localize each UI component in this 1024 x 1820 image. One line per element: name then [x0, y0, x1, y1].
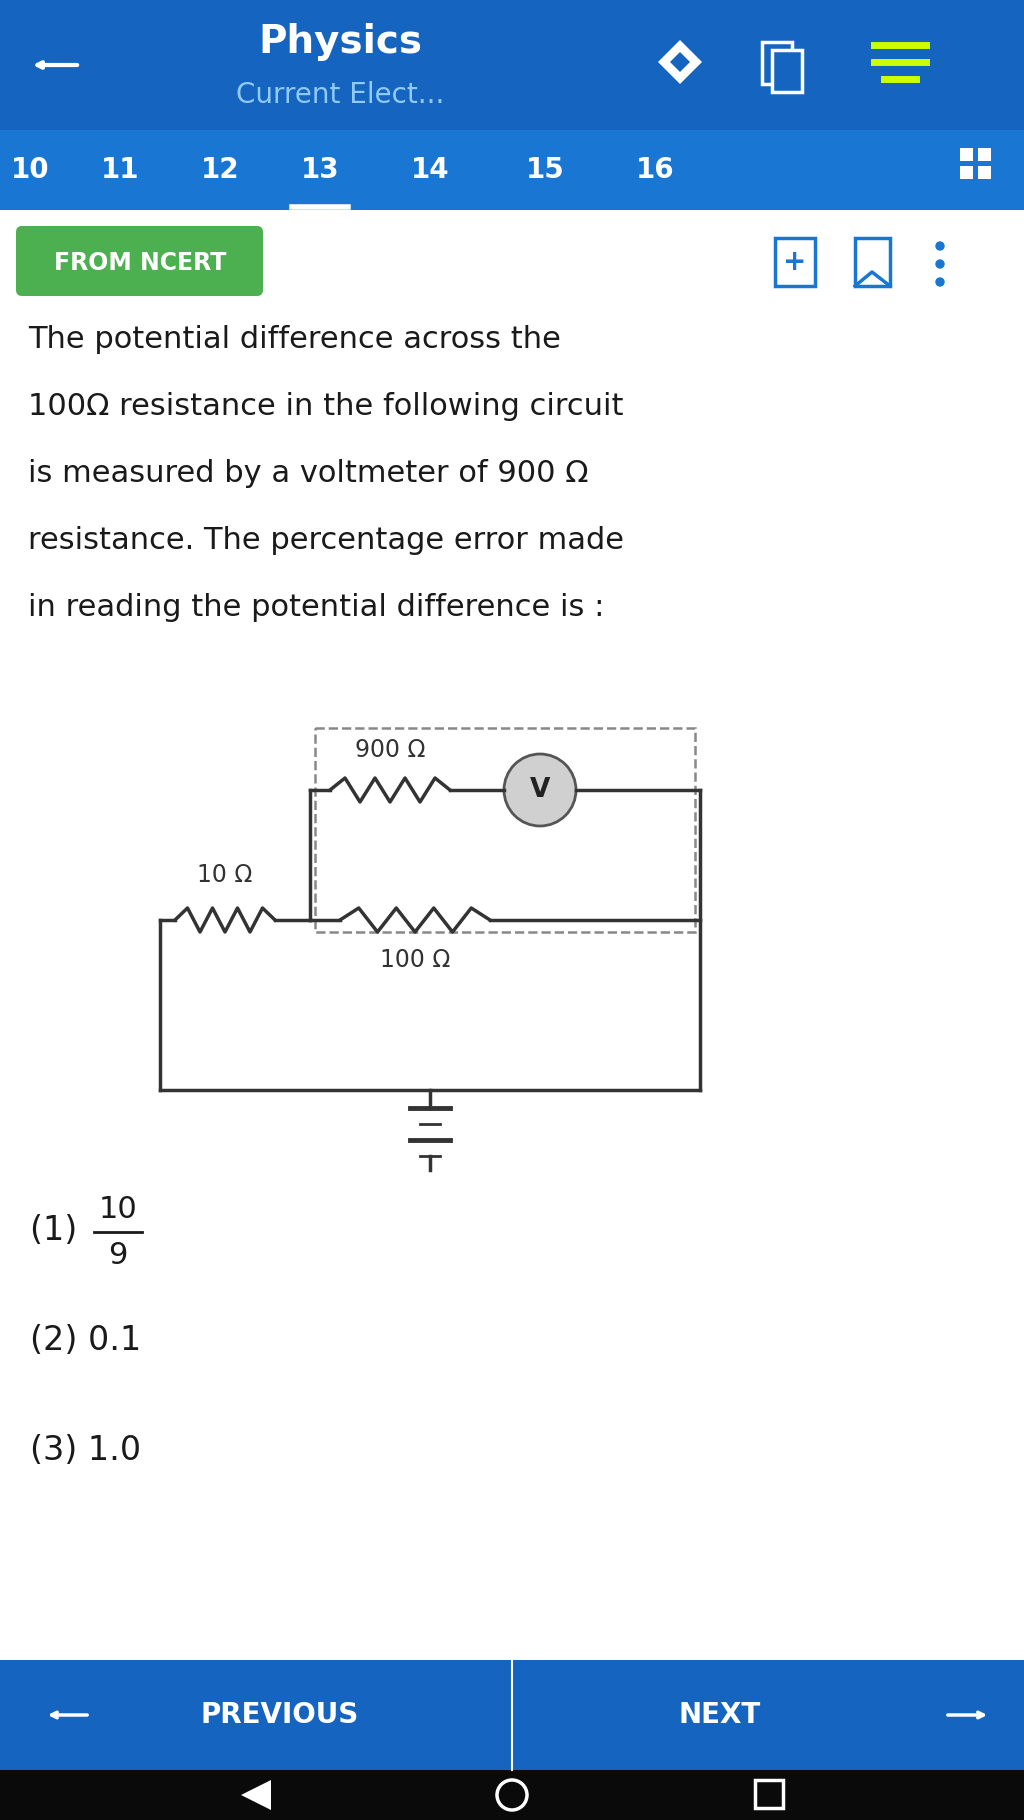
Text: V: V	[529, 777, 550, 803]
Text: 16: 16	[636, 157, 675, 184]
FancyBboxPatch shape	[0, 1771, 1024, 1820]
FancyBboxPatch shape	[978, 166, 991, 178]
Text: PREVIOUS: PREVIOUS	[201, 1702, 359, 1729]
Text: (2) 0.1: (2) 0.1	[30, 1323, 141, 1356]
FancyBboxPatch shape	[16, 226, 263, 297]
FancyBboxPatch shape	[961, 166, 973, 178]
Text: 10: 10	[98, 1196, 137, 1225]
Polygon shape	[670, 53, 690, 73]
Polygon shape	[241, 1780, 271, 1811]
Text: 100 Ω: 100 Ω	[380, 948, 451, 972]
Text: 10 Ω: 10 Ω	[198, 863, 253, 886]
Text: 12: 12	[201, 157, 240, 184]
FancyBboxPatch shape	[978, 147, 991, 160]
Text: +: +	[783, 248, 807, 277]
Text: FROM NCERT: FROM NCERT	[54, 251, 226, 275]
Text: Physics: Physics	[258, 24, 422, 62]
FancyBboxPatch shape	[0, 1660, 1024, 1771]
Text: NEXT: NEXT	[679, 1702, 761, 1729]
Circle shape	[936, 278, 944, 286]
FancyBboxPatch shape	[0, 129, 1024, 209]
Circle shape	[936, 242, 944, 249]
Text: 14: 14	[411, 157, 450, 184]
Text: Current Elect...: Current Elect...	[236, 82, 444, 109]
Text: The potential difference across the: The potential difference across the	[28, 326, 561, 355]
Text: 11: 11	[100, 157, 139, 184]
Text: (3) 1.0: (3) 1.0	[30, 1434, 141, 1467]
Circle shape	[936, 260, 944, 268]
Text: resistance. The percentage error made: resistance. The percentage error made	[28, 526, 624, 555]
Circle shape	[504, 753, 575, 826]
FancyBboxPatch shape	[772, 49, 802, 93]
Text: 10: 10	[10, 157, 49, 184]
Text: 900 Ω: 900 Ω	[354, 737, 425, 763]
FancyBboxPatch shape	[961, 147, 973, 160]
Text: 13: 13	[301, 157, 339, 184]
Text: 9: 9	[109, 1241, 128, 1270]
Text: is measured by a voltmeter of 900 Ω: is measured by a voltmeter of 900 Ω	[28, 459, 589, 488]
Polygon shape	[658, 40, 702, 84]
FancyBboxPatch shape	[0, 209, 1024, 1660]
Text: 15: 15	[525, 157, 564, 184]
Text: in reading the potential difference is :: in reading the potential difference is :	[28, 593, 604, 622]
Text: (1): (1)	[30, 1214, 88, 1247]
FancyBboxPatch shape	[0, 0, 1024, 129]
Text: 100Ω resistance in the following circuit: 100Ω resistance in the following circuit	[28, 391, 624, 420]
